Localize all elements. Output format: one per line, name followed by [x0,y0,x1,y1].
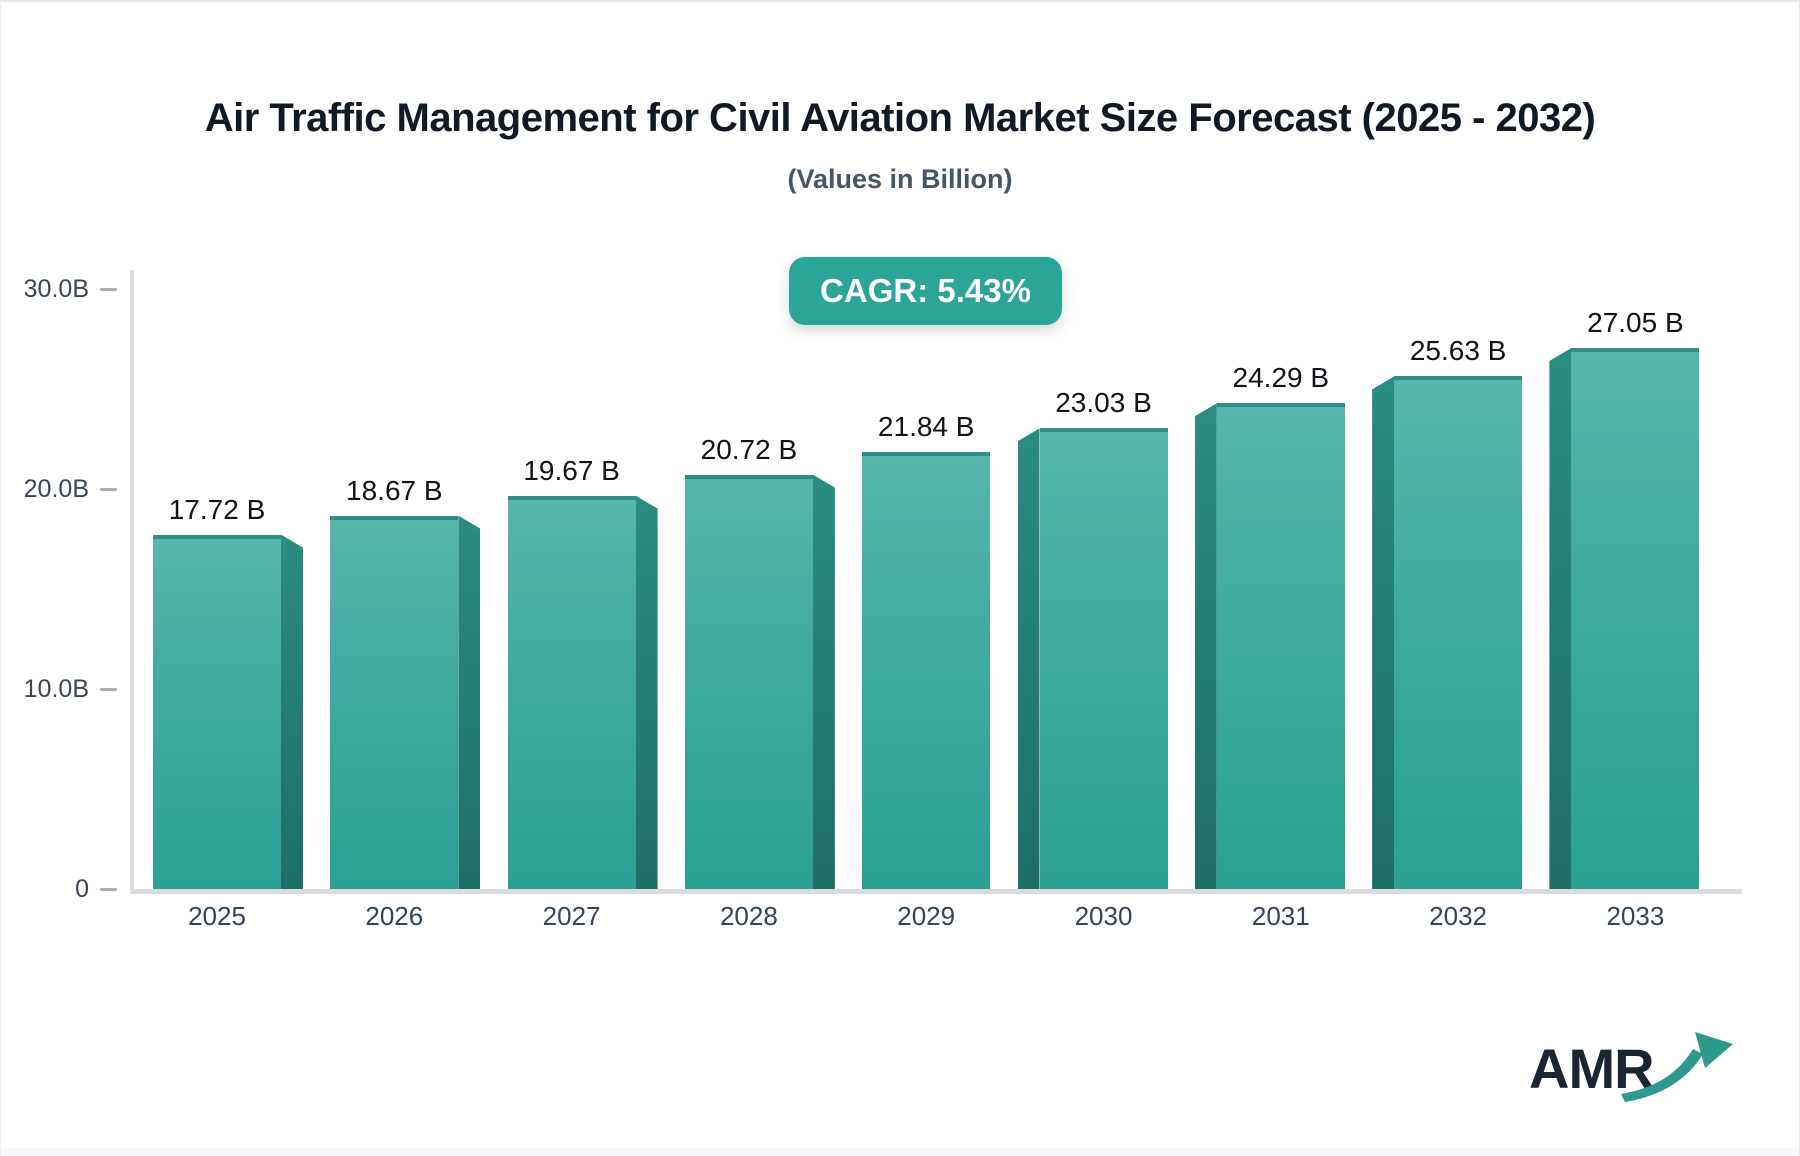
bar-value-label-2032: 25.63 B [1409,335,1507,367]
y-axis-tick-mark [100,888,117,891]
bar-2029 [862,452,991,889]
x-axis-label-2031: 2031 [1251,901,1310,931]
bar-side-face-2028 [812,474,835,889]
x-axis-label-2028: 2028 [719,901,778,931]
brand-logo: AMR [1529,1030,1739,1120]
bar-value-label-2030: 23.03 B [1055,387,1152,419]
x-axis-label-2025: 2025 [188,901,246,931]
y-axis-tick-label: 10.0B [23,675,89,703]
bar-2033 [1571,348,1700,889]
x-axis-line [130,889,1742,894]
bottom-strip [1,1148,1799,1156]
y-axis-tick-label: 30.0B [23,275,89,303]
bar-2026 [330,515,459,889]
x-axis-label-2027: 2027 [542,901,601,931]
bar-value-label-2026: 18.67 B [346,474,443,506]
brand-logo-text: AMR [1529,1037,1655,1100]
bar-2031 [1216,403,1345,889]
x-axis-label-2032: 2032 [1429,901,1488,931]
bar-value-label-2027: 19.67 B [523,454,620,486]
x-axis-label-2029: 2029 [897,901,956,931]
y-axis-line [130,270,134,892]
bar-side-face-2027 [635,495,658,889]
chart-subtitle: (Values in Billion) [787,164,1013,194]
bar-2025 [153,534,281,889]
x-axis-label-2026: 2026 [365,901,424,931]
x-axis-label-2030: 2030 [1074,901,1133,931]
bar-side-face-2033 [1549,348,1572,889]
bar-value-label-2033: 27.05 B [1587,307,1684,338]
chart-title: Air Traffic Management for Civil Aviatio… [204,96,1596,140]
y-axis-tick-mark [100,488,117,491]
bar-value-label-2025: 17.72 B [168,493,266,525]
bar-side-face-2031 [1194,403,1217,889]
bar-side-face-2030 [1017,428,1040,889]
bar-2027 [507,495,636,889]
x-axis-label-2033: 2033 [1606,901,1665,931]
bar-value-label-2031: 24.29 B [1232,362,1330,394]
bar-side-face-2026 [458,515,481,889]
y-axis-tick-label: 0 [75,875,89,903]
trend-arrow-icon [1621,1032,1733,1102]
cagr-badge: CAGR: 5.43% [789,257,1062,325]
y-axis-tick-mark [100,288,117,291]
bar-side-face-2025 [281,534,303,889]
bar-2030 [1039,428,1168,889]
y-axis-tick-mark [100,688,117,691]
y-axis-tick-label: 20.0B [23,475,89,503]
bar-value-label-2029: 21.84 B [877,411,975,443]
bar-side-face-2032 [1372,376,1395,889]
bar-2028 [684,474,813,889]
bar-2032 [1394,376,1523,889]
bar-value-label-2028: 20.72 B [700,433,798,465]
